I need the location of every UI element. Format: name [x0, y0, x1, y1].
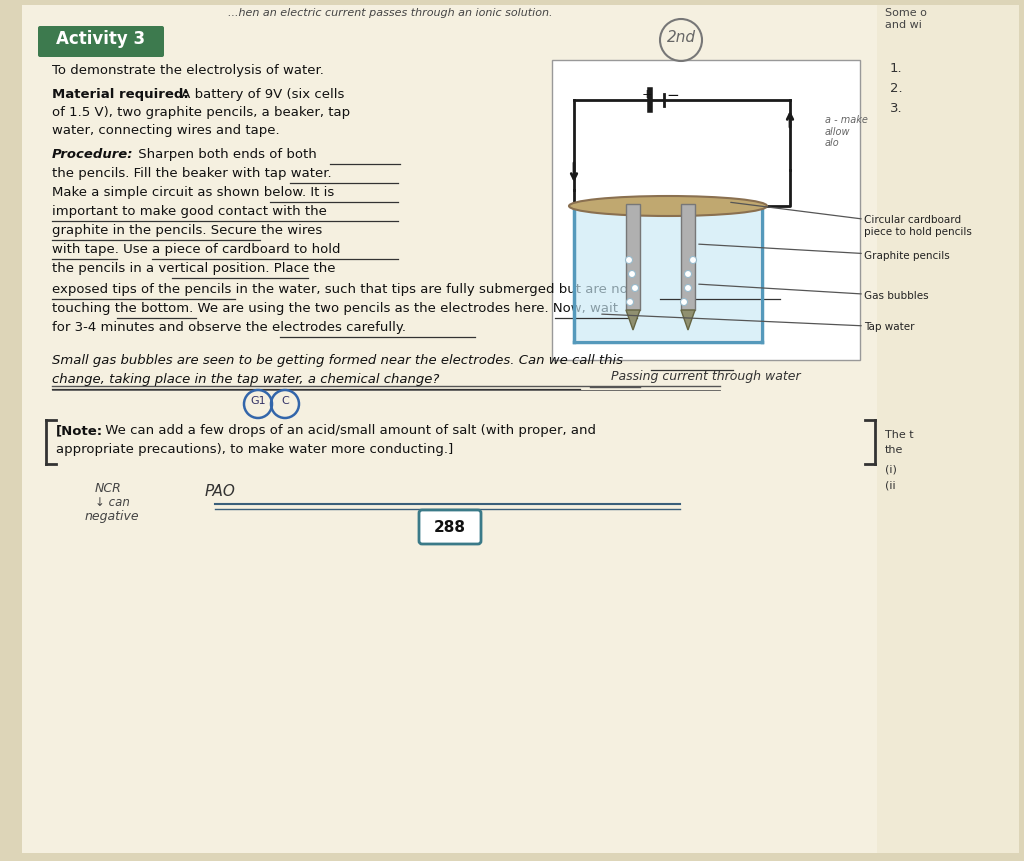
Text: A battery of 9V (six cells: A battery of 9V (six cells [177, 88, 344, 101]
Text: Activity 3: Activity 3 [56, 30, 145, 48]
Text: the pencils in a vertical position. Place the: the pencils in a vertical position. Plac… [52, 262, 336, 275]
Text: Passing current through water: Passing current through water [611, 370, 801, 383]
Text: with tape. Use a piece of cardboard to hold: with tape. Use a piece of cardboard to h… [52, 243, 341, 256]
Text: PAO: PAO [205, 484, 236, 499]
Text: Make a simple circuit as shown below. It is: Make a simple circuit as shown below. It… [52, 186, 334, 199]
Text: [Note:: [Note: [56, 424, 103, 437]
Text: To demonstrate the electrolysis of water.: To demonstrate the electrolysis of water… [52, 64, 324, 77]
FancyBboxPatch shape [575, 210, 760, 340]
Text: Gas bubbles: Gas bubbles [698, 284, 929, 301]
Text: −: − [666, 88, 679, 103]
FancyBboxPatch shape [626, 204, 640, 310]
Text: NCR: NCR [95, 482, 122, 495]
Text: a - make
allow
alo: a - make allow alo [825, 115, 868, 148]
Text: of 1.5 V), two graphite pencils, a beaker, tap: of 1.5 V), two graphite pencils, a beake… [52, 106, 350, 119]
Text: ↓ can: ↓ can [95, 496, 130, 509]
FancyBboxPatch shape [22, 5, 877, 853]
Text: for 3-4 minutes and observe the electrodes carefully.: for 3-4 minutes and observe the electrod… [52, 321, 406, 334]
Text: water, connecting wires and tape.: water, connecting wires and tape. [52, 124, 280, 137]
Text: 2.: 2. [890, 82, 902, 95]
Text: (i): (i) [885, 465, 897, 475]
FancyBboxPatch shape [681, 204, 695, 310]
FancyBboxPatch shape [38, 26, 164, 57]
Text: ...hen an electric current passes through an ionic solution.: ...hen an electric current passes throug… [227, 8, 552, 18]
Text: (ii: (ii [885, 480, 896, 490]
Text: G1: G1 [250, 396, 266, 406]
Text: Graphite pencils: Graphite pencils [698, 245, 949, 261]
FancyBboxPatch shape [419, 510, 481, 544]
Text: the: the [885, 445, 903, 455]
Text: Material required:: Material required: [52, 88, 188, 101]
Circle shape [629, 270, 636, 277]
FancyBboxPatch shape [552, 60, 860, 360]
Text: Small gas bubbles are seen to be getting formed near the electrodes. Can we call: Small gas bubbles are seen to be getting… [52, 354, 623, 367]
Text: C: C [282, 396, 289, 406]
Text: touching the bottom. We are using the two pencils as the electrodes here. Now, w: touching the bottom. We are using the tw… [52, 302, 618, 315]
Circle shape [689, 257, 696, 263]
Text: 2nd: 2nd [667, 30, 695, 45]
Circle shape [681, 299, 687, 306]
Circle shape [626, 257, 633, 263]
Text: We can add a few drops of an acid/small amount of salt (with proper, and: We can add a few drops of an acid/small … [101, 424, 596, 437]
Text: and wi: and wi [885, 20, 922, 30]
Text: The t: The t [885, 430, 913, 440]
Text: appropriate precautions), to make water more conducting.]: appropriate precautions), to make water … [56, 443, 454, 456]
FancyBboxPatch shape [877, 5, 1019, 853]
Circle shape [632, 284, 639, 292]
Text: exposed tips of the pencils in the water, such that tips are fully submerged but: exposed tips of the pencils in the water… [52, 283, 633, 296]
Text: 288: 288 [434, 520, 466, 535]
Text: graphite in the pencils. Secure the wires: graphite in the pencils. Secure the wire… [52, 224, 323, 237]
Text: change, taking place in the tap water, a chemical change?: change, taking place in the tap water, a… [52, 373, 439, 386]
Ellipse shape [569, 196, 767, 216]
Circle shape [627, 299, 634, 306]
Text: +: + [642, 88, 652, 101]
Circle shape [684, 270, 691, 277]
Text: important to make good contact with the: important to make good contact with the [52, 205, 327, 218]
Text: Procedure:: Procedure: [52, 148, 133, 161]
Text: Sharpen both ends of both: Sharpen both ends of both [134, 148, 316, 161]
Polygon shape [681, 310, 695, 330]
Circle shape [684, 284, 691, 292]
Text: 1.: 1. [890, 62, 902, 75]
Text: Some o: Some o [885, 8, 927, 18]
Text: Tap water: Tap water [602, 314, 914, 332]
Polygon shape [626, 310, 640, 330]
Text: the pencils. Fill the beaker with tap water.: the pencils. Fill the beaker with tap wa… [52, 167, 332, 180]
Text: negative: negative [85, 510, 139, 523]
Text: Circular cardboard
piece to hold pencils: Circular cardboard piece to hold pencils [731, 202, 972, 237]
Text: 3.: 3. [890, 102, 902, 115]
